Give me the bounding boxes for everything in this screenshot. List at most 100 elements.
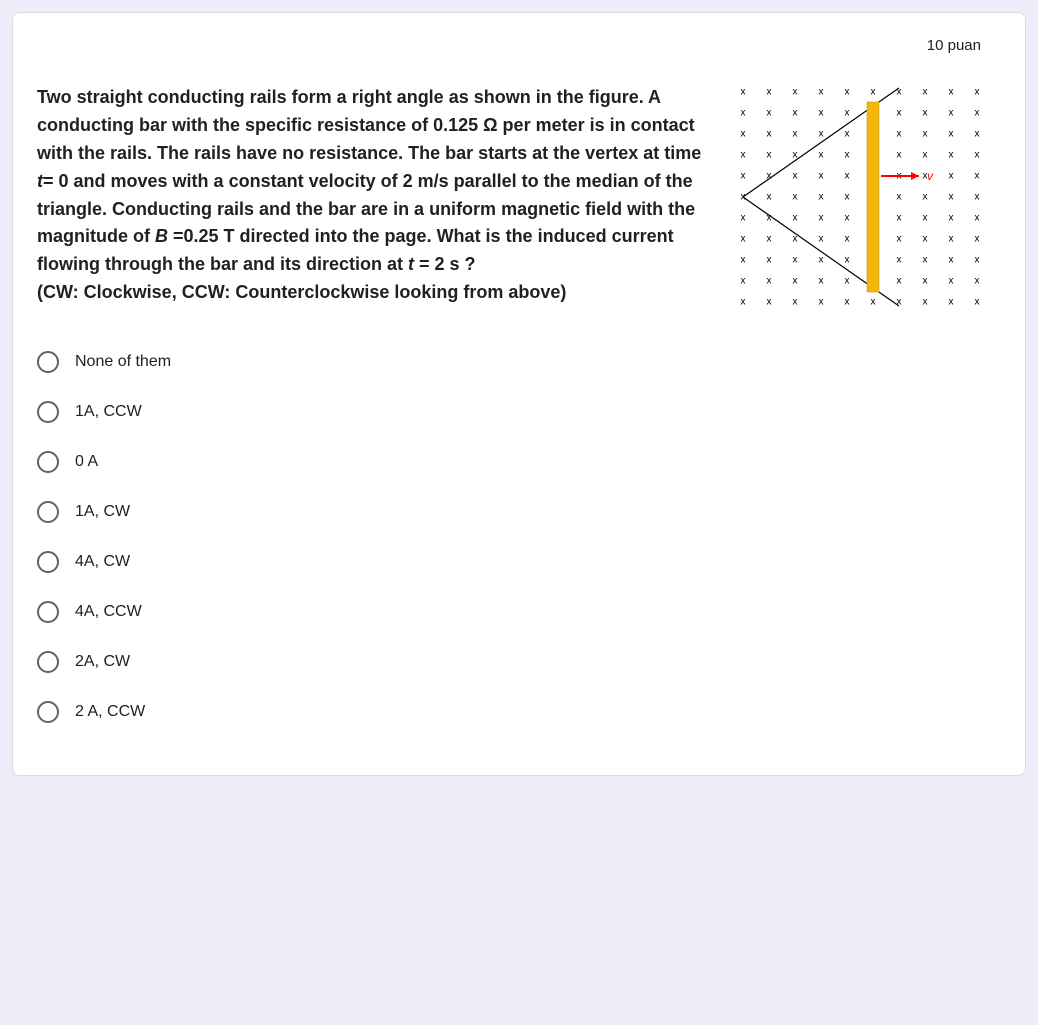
svg-text:x: x [741,234,746,245]
svg-text:x: x [793,192,798,203]
radio-icon [37,501,59,523]
svg-text:x: x [845,276,850,287]
svg-text:x: x [793,129,798,140]
svg-text:x: x [949,150,954,161]
svg-text:x: x [923,297,928,308]
option-label: 1A, CW [75,503,130,521]
svg-text:x: x [975,276,980,287]
radio-icon [37,401,59,423]
svg-text:x: x [741,297,746,308]
svg-text:x: x [741,276,746,287]
radio-icon [37,451,59,473]
svg-text:x: x [767,108,772,119]
svg-text:x: x [975,150,980,161]
svg-text:x: x [949,297,954,308]
option-2a-ccw[interactable]: 2 A, CCW [37,701,1001,723]
option-label: 2 A, CCW [75,703,145,721]
question-text: Two straight conducting rails form a rig… [37,84,709,307]
radio-icon [37,551,59,573]
svg-text:x: x [923,234,928,245]
figure-diagram: xxxxxxxxxxxxxxxxxxxxxxxxxxxxxxxxxxxxxxxx… [721,78,1001,313]
svg-text:x: x [767,276,772,287]
svg-text:x: x [949,129,954,140]
svg-text:x: x [819,255,824,266]
svg-text:x: x [845,87,850,98]
radio-icon [37,651,59,673]
svg-text:x: x [949,192,954,203]
svg-text:x: x [923,129,928,140]
svg-text:x: x [871,87,876,98]
options-group: None of them 1A, CCW 0 A 1A, CW 4A, CW 4… [37,351,1001,723]
option-1a-ccw[interactable]: 1A, CCW [37,401,1001,423]
svg-text:x: x [767,255,772,266]
svg-text:x: x [819,213,824,224]
svg-text:x: x [767,150,772,161]
svg-text:x: x [897,108,902,119]
svg-text:x: x [819,276,824,287]
svg-text:x: x [975,255,980,266]
svg-text:x: x [975,234,980,245]
svg-text:x: x [767,87,772,98]
svg-text:x: x [897,150,902,161]
option-label: 4A, CW [75,553,130,571]
svg-text:x: x [975,171,980,182]
svg-text:x: x [845,150,850,161]
svg-text:x: x [897,213,902,224]
svg-text:x: x [897,234,902,245]
svg-text:x: x [741,129,746,140]
option-label: 2A, CW [75,653,130,671]
svg-text:x: x [949,234,954,245]
option-label: 0 A [75,453,98,471]
svg-text:x: x [949,87,954,98]
svg-text:x: x [741,213,746,224]
svg-text:x: x [793,276,798,287]
svg-text:x: x [819,129,824,140]
svg-text:x: x [897,255,902,266]
svg-text:x: x [845,297,850,308]
svg-text:x: x [767,297,772,308]
radio-icon [37,351,59,373]
svg-text:x: x [871,297,876,308]
svg-text:x: x [819,150,824,161]
svg-text:x: x [923,108,928,119]
content-row: Two straight conducting rails form a rig… [37,84,1001,313]
svg-text:x: x [793,234,798,245]
option-4a-cw[interactable]: 4A, CW [37,551,1001,573]
svg-text:x: x [923,192,928,203]
svg-text:x: x [819,171,824,182]
svg-text:x: x [767,129,772,140]
svg-text:x: x [741,171,746,182]
svg-text:x: x [845,129,850,140]
option-1a-cw[interactable]: 1A, CW [37,501,1001,523]
svg-text:x: x [793,108,798,119]
question-card: 10 puan Two straight conducting rails fo… [12,12,1026,776]
svg-text:x: x [793,297,798,308]
svg-text:x: x [819,192,824,203]
option-label: 1A, CCW [75,403,142,421]
svg-text:x: x [845,108,850,119]
radio-icon [37,701,59,723]
svg-text:x: x [923,87,928,98]
svg-text:x: x [845,234,850,245]
option-4a-ccw[interactable]: 4A, CCW [37,601,1001,623]
option-none[interactable]: None of them [37,351,1001,373]
points-label: 10 puan [37,37,1001,54]
svg-text:x: x [819,108,824,119]
svg-text:x: x [975,108,980,119]
svg-text:x: x [897,192,902,203]
svg-text:x: x [845,255,850,266]
svg-text:x: x [845,192,850,203]
svg-text:x: x [741,255,746,266]
option-0a[interactable]: 0 A [37,451,1001,473]
svg-text:x: x [923,255,928,266]
svg-text:x: x [767,192,772,203]
svg-text:x: x [793,171,798,182]
svg-text:x: x [819,87,824,98]
radio-icon [37,601,59,623]
svg-text:x: x [975,87,980,98]
svg-text:x: x [819,297,824,308]
svg-text:x: x [793,213,798,224]
svg-text:x: x [845,213,850,224]
svg-text:x: x [741,87,746,98]
option-2a-cw[interactable]: 2A, CW [37,651,1001,673]
